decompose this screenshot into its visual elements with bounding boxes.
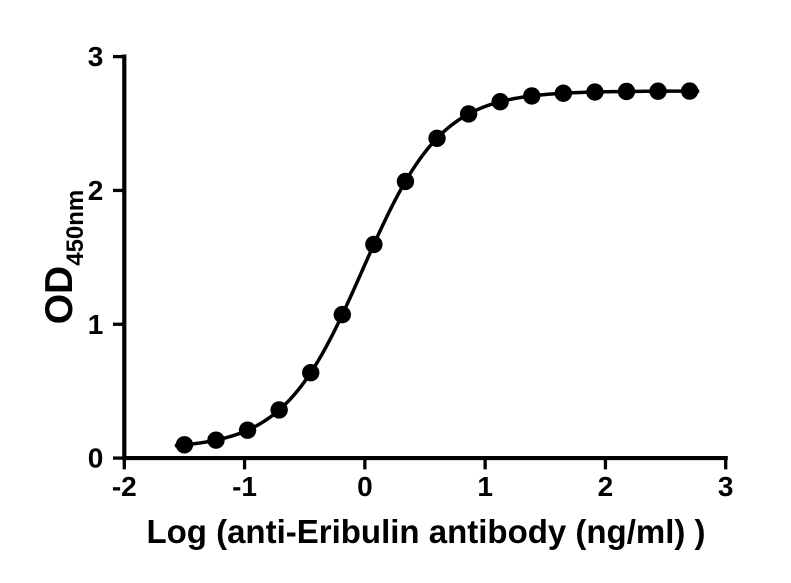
svg-text:3: 3 [88,41,104,72]
svg-text:0: 0 [357,471,373,502]
svg-text:1: 1 [477,471,493,502]
svg-text:-1: -1 [232,471,257,502]
svg-text:1: 1 [88,309,104,340]
svg-text:-2: -2 [112,471,137,502]
svg-text:2: 2 [598,471,614,502]
svg-text:0: 0 [88,443,104,474]
svg-text:2: 2 [88,175,104,206]
svg-text:3: 3 [718,471,734,502]
